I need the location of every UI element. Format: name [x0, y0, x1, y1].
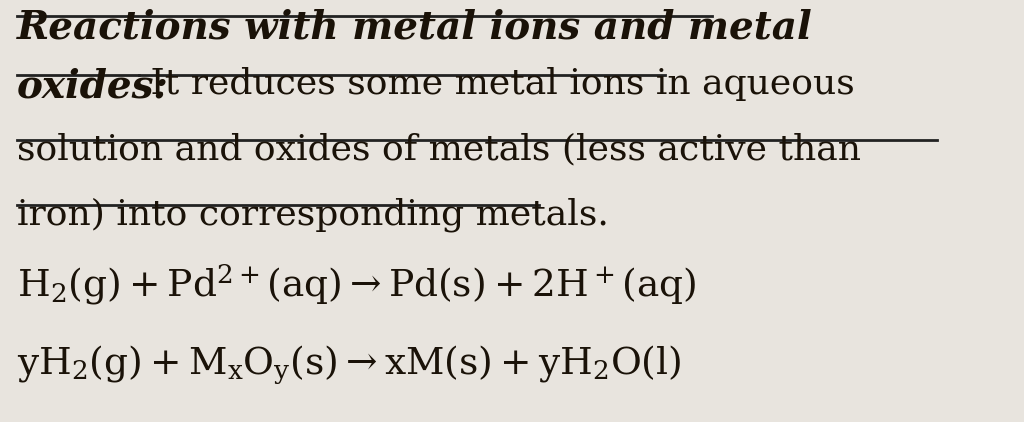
Text: iron) into corresponding metals.: iron) into corresponding metals. — [16, 197, 608, 232]
Text: $\mathregular{H_2(g)+Pd^{2+}(aq)\rightarrow Pd(s)+2H^+(aq)}$: $\mathregular{H_2(g)+Pd^{2+}(aq)\rightar… — [16, 262, 696, 307]
Text: oxides:: oxides: — [16, 67, 169, 105]
Text: Reactions with metal ions and metal: Reactions with metal ions and metal — [16, 8, 813, 46]
Text: solution and oxides of metals (less active than: solution and oxides of metals (less acti… — [16, 132, 861, 166]
Text: $\mathregular{yH_2(g)+M_xO_y(s)\rightarrow xM(s)+yH_2O(l)}$: $\mathregular{yH_2(g)+M_xO_y(s)\rightarr… — [16, 344, 681, 387]
Text: It reduces some metal ions in aqueous: It reduces some metal ions in aqueous — [138, 67, 854, 101]
